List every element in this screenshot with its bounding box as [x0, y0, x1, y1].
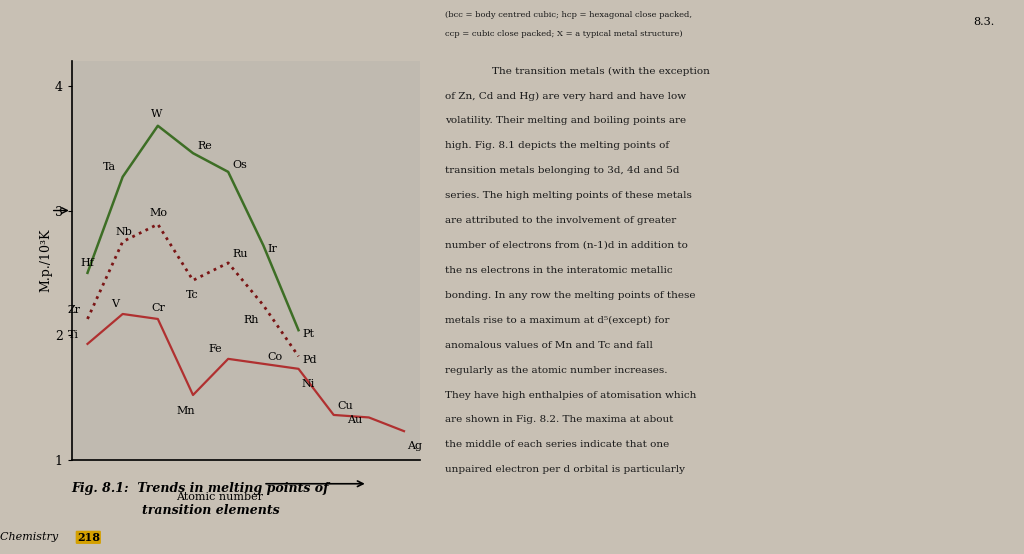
Text: of Zn, Cd and Hg) are very hard and have low: of Zn, Cd and Hg) are very hard and have… [445, 91, 686, 100]
Text: metals rise to a maximum at d⁵(except) for: metals rise to a maximum at d⁵(except) f… [445, 316, 670, 325]
Text: The transition metals (with the exception: The transition metals (with the exceptio… [492, 66, 710, 75]
Text: (bcc = body centred cubic; hcp = hexagonal close packed,: (bcc = body centred cubic; hcp = hexagon… [445, 11, 692, 19]
Text: Os: Os [232, 160, 247, 170]
Text: Mo: Mo [150, 208, 168, 218]
Text: 8.3.: 8.3. [973, 17, 994, 27]
Text: bonding. In any row the melting points of these: bonding. In any row the melting points o… [445, 291, 696, 300]
Y-axis label: M.p./10³K: M.p./10³K [39, 229, 52, 292]
Text: Re: Re [198, 141, 212, 151]
Text: Cu: Cu [338, 402, 353, 412]
Text: Pd: Pd [303, 355, 317, 365]
Text: Ir: Ir [267, 244, 278, 254]
Text: Ni: Ni [301, 379, 314, 389]
Text: V: V [112, 299, 120, 309]
Text: high. Fig. 8.1 depicts the melting points of: high. Fig. 8.1 depicts the melting point… [445, 141, 670, 150]
Text: are attributed to the involvement of greater: are attributed to the involvement of gre… [445, 216, 677, 225]
Text: Ta: Ta [103, 162, 117, 172]
Text: Pt: Pt [303, 329, 314, 339]
Text: regularly as the atomic number increases.: regularly as the atomic number increases… [445, 366, 668, 375]
Text: Tc: Tc [186, 290, 199, 300]
Text: ccp = cubic close packed; X = a typical metal structure): ccp = cubic close packed; X = a typical … [445, 30, 683, 38]
Text: Ti: Ti [68, 330, 79, 340]
Text: Fig. 8.1:  Trends in melting points of: Fig. 8.1: Trends in melting points of [72, 482, 329, 495]
Text: Fe: Fe [209, 344, 222, 354]
Text: the ns electrons in the interatomic metallic: the ns electrons in the interatomic meta… [445, 266, 673, 275]
Text: Ag: Ag [407, 441, 422, 451]
Text: Rh: Rh [244, 315, 259, 325]
Text: anomalous values of Mn and Tc and fall: anomalous values of Mn and Tc and fall [445, 341, 653, 350]
Text: Nb: Nb [116, 227, 132, 237]
Text: Chemistry: Chemistry [0, 532, 61, 542]
Text: volatility. Their melting and boiling points are: volatility. Their melting and boiling po… [445, 116, 686, 125]
Text: They have high enthalpies of atomisation which: They have high enthalpies of atomisation… [445, 391, 696, 399]
Text: unpaired electron per d orbital is particularly: unpaired electron per d orbital is parti… [445, 465, 685, 474]
Text: are shown in Fig. 8.2. The maxima at about: are shown in Fig. 8.2. The maxima at abo… [445, 416, 674, 424]
Text: the middle of each series indicate that one: the middle of each series indicate that … [445, 440, 670, 449]
Text: Ru: Ru [232, 249, 248, 259]
Text: Cr: Cr [151, 302, 165, 312]
Text: Au: Au [347, 415, 361, 425]
Text: Zr: Zr [68, 305, 81, 315]
Text: number of electrons from (n-1)d in addition to: number of electrons from (n-1)d in addit… [445, 241, 688, 250]
Text: series. The high melting points of these metals: series. The high melting points of these… [445, 191, 692, 200]
Text: transition elements: transition elements [72, 504, 280, 517]
Text: W: W [151, 110, 162, 120]
Text: Mn: Mn [176, 407, 195, 417]
Text: 218: 218 [77, 532, 99, 543]
Text: Hf: Hf [81, 258, 94, 268]
Text: Co: Co [267, 352, 283, 362]
Text: Atomic number: Atomic number [176, 492, 263, 502]
Text: transition metals belonging to 3d, 4d and 5d: transition metals belonging to 3d, 4d an… [445, 166, 680, 175]
